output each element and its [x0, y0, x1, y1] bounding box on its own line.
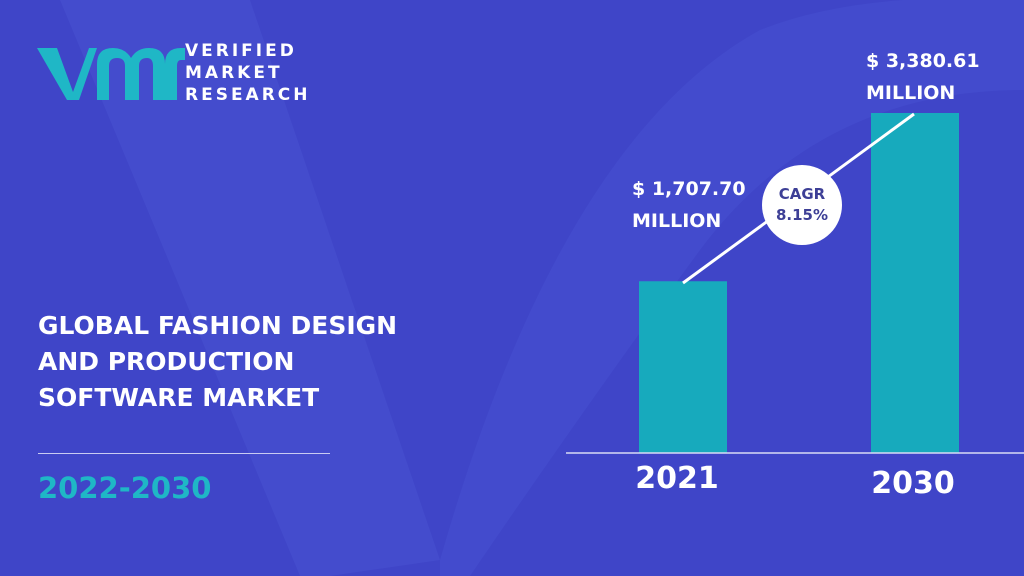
- bar-2021: [639, 281, 727, 453]
- cagr-badge: CAGR 8.15%: [762, 165, 842, 245]
- brand-name: VERIFIED MARKET RESEARCH: [185, 40, 311, 106]
- value-label-2030: $ 3,380.61 MILLION: [866, 45, 980, 109]
- value-unit-2021: MILLION: [632, 210, 722, 232]
- bar-2030: [871, 113, 959, 453]
- x-tick-2030: 2030: [871, 466, 955, 501]
- title-line-3: SOFTWARE MARKET: [38, 383, 320, 412]
- cagr-value: 8.15%: [775, 206, 829, 224]
- forecast-period: 2022-2030: [38, 471, 212, 505]
- brand-line-2: MARKET: [185, 63, 283, 83]
- report-title: GLOBAL FASHION DESIGN AND PRODUCTION SOF…: [38, 308, 458, 416]
- x-tick-2021: 2021: [635, 461, 719, 496]
- value-label-2021: $ 1,707.70 MILLION: [632, 173, 746, 237]
- vmr-logo-icon: [37, 48, 185, 100]
- title-line-1: GLOBAL FASHION DESIGN: [38, 311, 398, 340]
- value-amount-2030: $ 3,380.61: [866, 50, 980, 72]
- title-line-2: AND PRODUCTION: [38, 347, 295, 376]
- title-divider: [38, 453, 330, 454]
- brand-line-3: RESEARCH: [185, 85, 311, 105]
- value-amount-2021: $ 1,707.70: [632, 178, 746, 200]
- cagr-label: CAGR: [778, 185, 826, 203]
- brand-line-1: VERIFIED: [185, 41, 297, 61]
- value-unit-2030: MILLION: [866, 82, 956, 104]
